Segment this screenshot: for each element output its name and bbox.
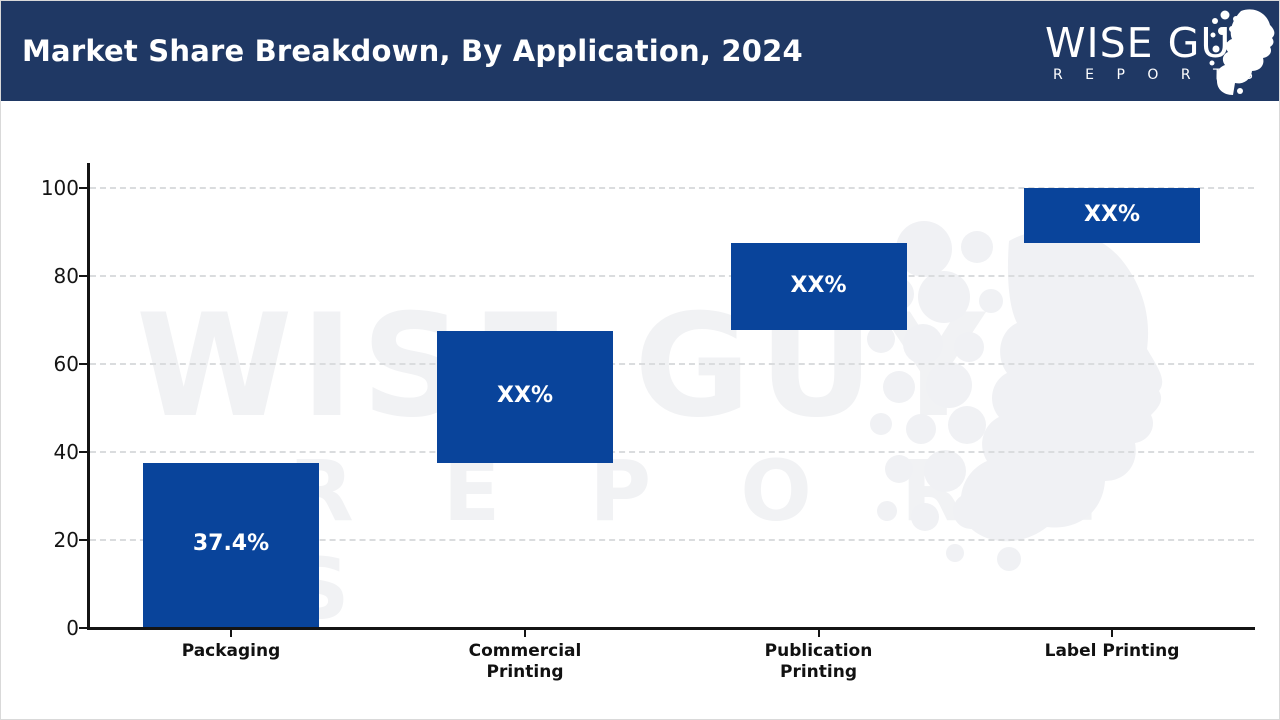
y-tick-label: 80 [53,263,79,288]
bar-value-label: 37.4% [192,531,270,557]
y-tickmark [79,362,88,365]
bar-value-label: XX% [497,382,553,408]
y-tick-label: 0 [66,615,79,640]
gridline [90,186,1254,189]
bar-segment [730,243,907,331]
logo-reports-text: R E P O R T S [1053,67,1262,83]
page-title: Market Share Breakdown, By Application, … [22,34,803,68]
y-tickmark [79,274,88,277]
category-label: Packaging [181,641,281,661]
header-bar: Market Share Breakdown, By Application, … [1,1,1279,101]
y-tick-label: 40 [53,439,79,464]
watermark-face-icon [867,221,1163,571]
bar-segment [143,462,319,628]
gridline [90,274,1254,277]
x-tickmark [817,629,820,637]
logo-face-icon [1209,9,1275,96]
category-label: Label Printing [1044,641,1180,661]
y-tick-label: 60 [53,351,79,376]
y-tick-label: 100 [40,175,79,200]
bar-value-label: XX% [790,272,847,298]
y-axis [87,163,90,629]
x-tickmark [1111,629,1113,637]
y-tick-label: 20 [53,527,79,552]
x-axis [87,627,1255,630]
x-tickmark [230,629,232,637]
y-tickmark [79,626,88,629]
bar-segment [1024,188,1200,244]
bar-segment [437,330,613,463]
category-label: Publication Printing [764,641,873,682]
x-tickmark [524,629,526,637]
y-tickmark [79,186,88,189]
y-tickmark [79,450,88,453]
gridline [90,450,1254,453]
gridline [90,362,1254,365]
logo-wiseguy-text: WISE GUY [1045,19,1258,67]
gridline [90,538,1254,541]
category-label: Commercial Printing [468,641,582,682]
wiseguy-logo: WISE GUY R E P O R T S [1001,1,1279,101]
y-tickmark [79,538,88,541]
bar-value-label: XX% [1084,201,1140,227]
